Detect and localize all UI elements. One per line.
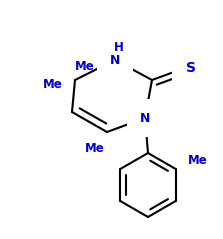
- Text: S: S: [186, 61, 196, 75]
- Text: Me: Me: [75, 60, 95, 72]
- Text: Me: Me: [85, 141, 105, 154]
- Text: H: H: [114, 40, 124, 54]
- Text: N: N: [110, 54, 120, 66]
- Text: N: N: [140, 112, 150, 125]
- Text: Me: Me: [43, 77, 63, 91]
- Text: Me: Me: [188, 154, 208, 168]
